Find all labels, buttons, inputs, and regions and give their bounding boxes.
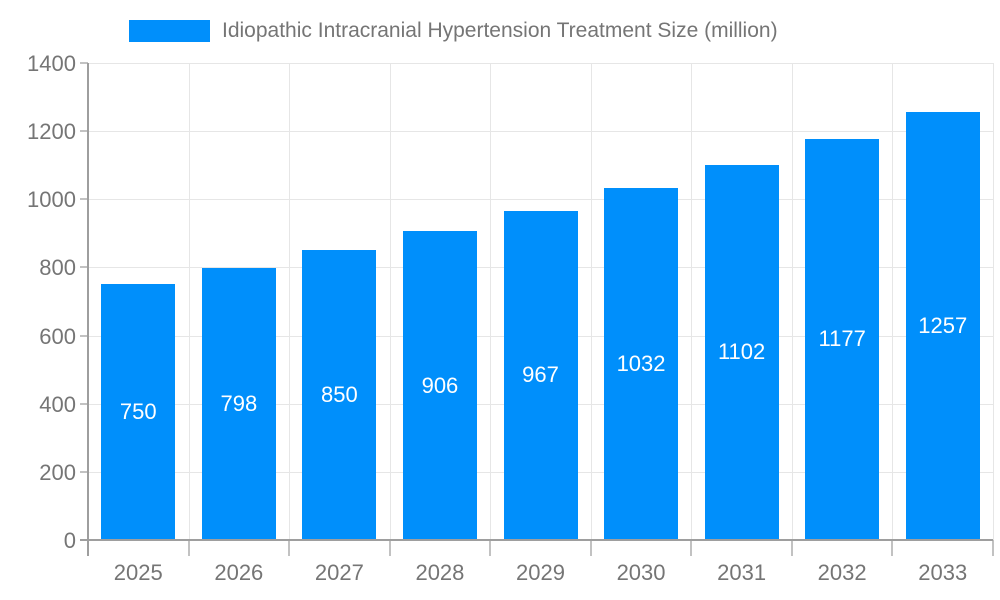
bar-2026[interactable]: 798 xyxy=(201,268,276,540)
x-gridline xyxy=(389,63,391,540)
bar-value-label: 798 xyxy=(220,391,258,417)
bar-value-label: 750 xyxy=(119,399,157,425)
x-axis-tick xyxy=(388,540,391,556)
bar-2033[interactable]: 1257 xyxy=(905,111,980,540)
x-axis-label-2033: 2033 xyxy=(918,560,968,585)
y-axis-tick xyxy=(80,198,88,201)
x-gridline xyxy=(892,63,894,540)
bar-2029[interactable]: 967 xyxy=(503,210,578,540)
y-axis-line xyxy=(87,63,89,556)
bar-2025[interactable]: 750 xyxy=(101,284,176,540)
x-axis-tick xyxy=(992,540,994,556)
y-axis-label: 600 xyxy=(39,323,76,349)
x-axis-tick xyxy=(489,540,492,556)
x-axis-label-2031: 2031 xyxy=(717,560,767,585)
y-axis-label: 1000 xyxy=(27,187,76,213)
bar-2031[interactable]: 1102 xyxy=(704,164,779,540)
bar-2028[interactable]: 906 xyxy=(402,231,477,540)
bar-value-label: 906 xyxy=(421,372,459,398)
bar-2027[interactable]: 850 xyxy=(302,250,377,540)
x-axis-label-2026: 2026 xyxy=(214,560,264,585)
y-axis-tick xyxy=(80,402,88,405)
x-axis-tick xyxy=(288,540,291,556)
bar-value-label: 1102 xyxy=(717,339,766,365)
x-gridline xyxy=(993,63,994,540)
y-gridline xyxy=(88,63,993,64)
x-gridline xyxy=(590,63,592,540)
x-gridline xyxy=(791,63,793,540)
x-gridline xyxy=(188,63,190,540)
x-axis-tick xyxy=(790,540,793,556)
x-axis-label-2025: 2025 xyxy=(113,560,163,585)
x-axis-tick xyxy=(891,540,894,556)
y-axis-label: 0 xyxy=(63,528,76,553)
y-axis-tick xyxy=(80,470,88,473)
bar-value-label: 850 xyxy=(321,382,358,408)
bar-value-label: 1032 xyxy=(616,351,666,377)
y-axis-tick xyxy=(80,266,88,269)
x-axis-tick xyxy=(589,540,592,556)
y-axis-tick xyxy=(80,334,88,337)
bar-value-label: 1177 xyxy=(818,326,866,352)
legend-label: Idiopathic Intracranial Hypertension Tre… xyxy=(222,19,778,42)
y-axis-label: 1200 xyxy=(27,119,76,145)
y-axis-label: 200 xyxy=(39,459,76,485)
x-axis-tick xyxy=(187,540,190,556)
x-gridline xyxy=(691,63,693,540)
bar-value-label: 967 xyxy=(522,362,559,388)
x-axis-label-2027: 2027 xyxy=(314,560,364,585)
y-axis-tick xyxy=(80,130,88,133)
x-gridline xyxy=(289,63,291,540)
x-axis-label-2029: 2029 xyxy=(516,560,565,585)
y-axis-tick xyxy=(80,62,88,64)
x-axis-label-2028: 2028 xyxy=(415,560,465,585)
legend-swatch xyxy=(129,20,210,42)
x-axis-label-2030: 2030 xyxy=(616,560,666,585)
x-axis-baseline xyxy=(80,539,993,541)
bar-2030[interactable]: 1032 xyxy=(604,188,679,540)
x-axis-label-2032: 2032 xyxy=(817,560,867,585)
legend-item[interactable]: Idiopathic Intracranial Hypertension Tre… xyxy=(129,20,778,42)
y-axis-label: 800 xyxy=(39,255,76,281)
y-gridline xyxy=(88,199,993,201)
x-gridline xyxy=(490,63,492,540)
bar-value-label: 1257 xyxy=(918,312,968,338)
x-axis-tick xyxy=(690,540,693,556)
y-gridline xyxy=(88,131,993,133)
y-axis-label: 1400 xyxy=(27,51,76,76)
y-axis-label: 400 xyxy=(39,391,76,417)
bar-2032[interactable]: 1177 xyxy=(805,138,880,540)
